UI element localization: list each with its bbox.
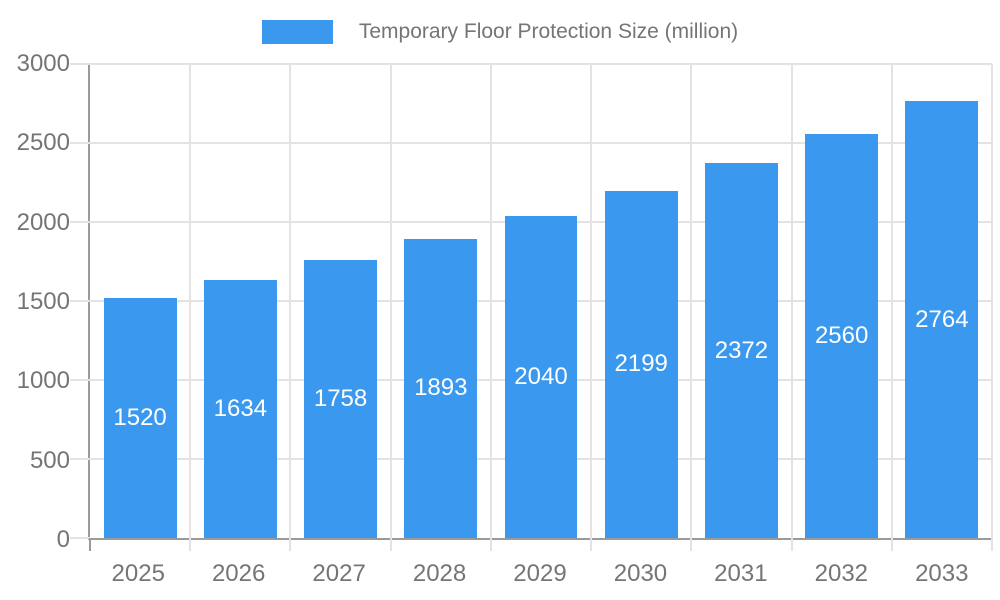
bar[interactable]: 1634 [203, 279, 277, 538]
y-axis-tick-label: 3000 [16, 50, 70, 77]
x-axis-category-label: 2033 [915, 560, 969, 587]
y-axis-tick [70, 63, 90, 65]
vertical-gridline [289, 64, 292, 538]
bar-value-label: 1634 [213, 394, 268, 422]
horizontal-gridline [90, 63, 992, 65]
vertical-gridline [690, 64, 693, 538]
bar-value-label: 2560 [814, 321, 869, 349]
x-axis-tick [289, 538, 292, 551]
legend[interactable]: Temporary Floor Protection Size (million… [0, 16, 1000, 48]
x-axis-category-label: 2032 [814, 560, 869, 587]
y-axis-tick [70, 221, 90, 224]
x-axis-category-label: 2030 [613, 560, 668, 587]
vertical-gridline [991, 64, 993, 538]
horizontal-gridline [90, 142, 992, 144]
y-axis-tick-label: 2000 [16, 208, 70, 236]
legend-label: Temporary Floor Protection Size (million… [358, 20, 739, 43]
y-axis-tick-label: 0 [56, 526, 70, 553]
x-axis-tick [489, 538, 492, 551]
y-axis-tick-label: 1500 [16, 288, 70, 315]
bar-value-label: 1893 [414, 374, 468, 402]
y-axis-tick [70, 458, 90, 461]
bar[interactable]: 2199 [604, 190, 678, 538]
y-axis-tick-label: 500 [29, 446, 70, 474]
vertical-gridline [890, 64, 893, 538]
vertical-gridline [189, 64, 192, 538]
x-axis-category-label: 2025 [111, 560, 165, 587]
legend-swatch-icon [261, 20, 333, 44]
y-axis-labels: 0 500 1000 1500 2000 2500 3000 [0, 52, 70, 552]
bar-value-label: 2199 [614, 350, 668, 378]
bar[interactable]: 1758 [304, 260, 377, 538]
bar[interactable]: 2764 [905, 101, 979, 538]
x-axis-category-label: 2026 [211, 560, 266, 587]
x-axis-labels: 2025 2026 2027 2028 2029 2030 2031 2032 2033 [88, 558, 992, 592]
y-axis-tick [70, 142, 90, 144]
x-axis-tick [890, 538, 893, 551]
x-axis-tick [389, 538, 392, 551]
bar-value-label: 2372 [714, 336, 769, 364]
x-axis-category-label: 2027 [312, 560, 366, 587]
y-axis-tick [70, 537, 90, 539]
bar[interactable]: 2560 [805, 133, 879, 538]
x-axis-category-label: 2029 [513, 560, 567, 587]
y-axis-tick [70, 379, 90, 382]
x-axis-tick [89, 538, 91, 551]
bar-value-label: 2764 [915, 305, 969, 333]
x-axis-category-label: 2031 [714, 560, 768, 587]
y-axis-tick-label: 1000 [16, 367, 70, 395]
bar-value-label: 1758 [313, 385, 368, 413]
bar-value-label: 1520 [113, 403, 167, 431]
vertical-gridline [790, 64, 793, 538]
bar[interactable]: 2372 [705, 163, 778, 538]
x-axis-tick [690, 538, 693, 551]
vertical-gridline [489, 64, 492, 538]
x-axis-tick [189, 538, 192, 551]
x-axis-tick [590, 538, 593, 551]
plot-area: 1520 1634 1758 1893 2040 2199 2372 2560 2764 [70, 63, 993, 551]
y-axis-tick-label: 2500 [16, 129, 70, 157]
bar[interactable]: 1893 [404, 238, 478, 538]
bar-value-label: 2040 [514, 362, 568, 390]
vertical-gridline [389, 64, 392, 538]
vertical-gridline [590, 64, 593, 538]
x-axis-tick [991, 538, 993, 551]
bar[interactable]: 2040 [504, 215, 578, 538]
x-axis-tick [790, 538, 793, 551]
y-axis-tick [70, 300, 90, 302]
x-axis-category-label: 2028 [412, 560, 467, 587]
bar[interactable]: 1520 [103, 297, 177, 538]
